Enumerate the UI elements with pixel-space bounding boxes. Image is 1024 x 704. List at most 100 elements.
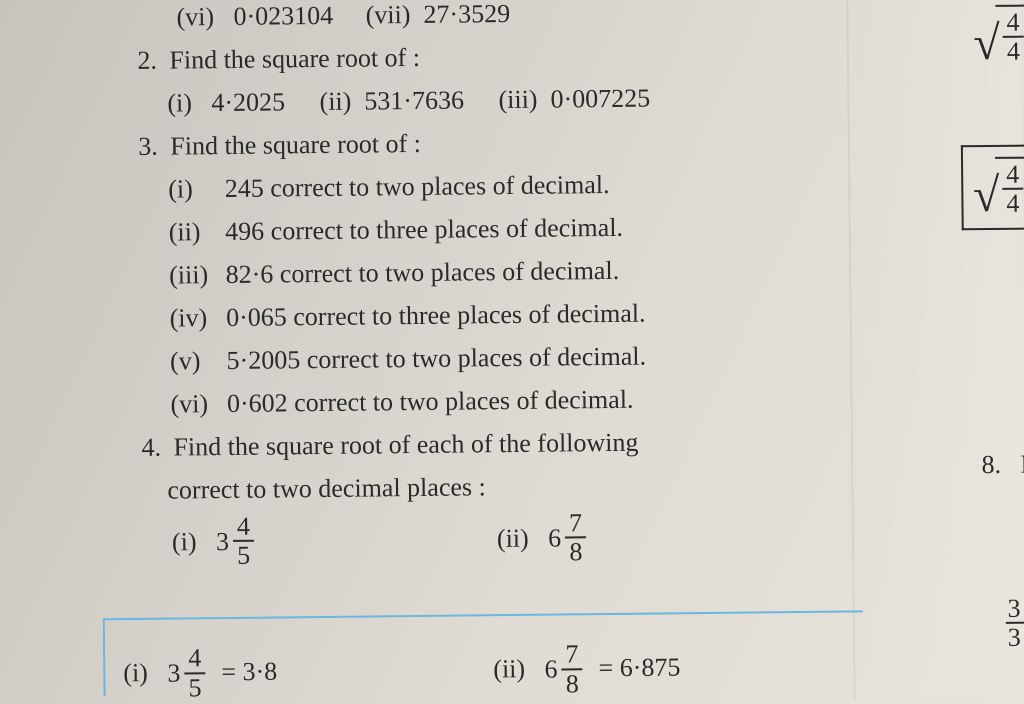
q4-ii-mixed: 6 7 8 <box>548 509 590 566</box>
q3-heading: 3. Find the square root of : <box>118 120 818 166</box>
q3-1-val: 496 correct to three places of decimal. <box>225 213 623 246</box>
box-ii: (ii) 6 7 8 = 6·875 <box>493 638 864 698</box>
q4-ii-den: 8 <box>565 539 586 567</box>
sqrt-2: √ 4 4 <box>973 157 1024 218</box>
q4-i-mixed: 3 4 5 <box>216 513 258 570</box>
q3-1-label: (ii) <box>169 212 219 252</box>
q8-fragment: 8. Fin pla <box>981 444 1024 523</box>
q4-i: (i) 3 4 5 <box>172 510 498 570</box>
box-ii-num: 7 <box>561 641 582 671</box>
q3-item-5: (vi) 0·602 correct to two places of deci… <box>120 378 820 424</box>
sqrt-2-frac: 4 4 <box>1002 161 1024 218</box>
q2-ii-label: (ii) <box>319 87 351 116</box>
q3-5-val: 0·602 correct to two places of decimal. <box>227 385 634 418</box>
sqrt-1-radicand: 4 4 <box>995 5 1024 66</box>
q3-0-val: 245 correct to two places of decimal. <box>225 170 610 203</box>
sqrt-2-radicand: 4 4 <box>995 157 1024 218</box>
sqrt-fragment-1: √ 4 4 <box>973 5 1024 67</box>
right-frac: 3 − 3 + <box>1005 594 1024 651</box>
q8-line1: 8. Fin <box>981 444 1024 484</box>
q3-item-4: (v) 5·2005 correct to two places of deci… <box>120 335 820 381</box>
q4-number: 4. <box>121 428 161 467</box>
sqrt-1-num: 4 <box>1002 9 1023 39</box>
q3-2-val: 82·6 correct to two places of decimal. <box>226 256 620 289</box>
box-ii-frac: 7 8 <box>561 641 583 698</box>
q2-heading: 2. Find the square root of : <box>117 34 817 80</box>
q3-2-label: (iii) <box>169 255 219 295</box>
q3-3-label: (iv) <box>169 298 219 338</box>
box-i-den: 5 <box>184 674 205 702</box>
label-vii: (vii) <box>366 0 411 29</box>
q2-i: (i) 4·2025 <box>167 82 285 122</box>
q4-i-frac: 4 5 <box>233 513 255 570</box>
q2-iii-val: 0·007225 <box>550 84 650 114</box>
box-ii-den: 8 <box>562 670 583 698</box>
sqrt-2-num: 4 <box>1002 161 1023 191</box>
q4-i-label: (i) <box>172 527 197 556</box>
right-column: √ 4 4 √ 4 4 <box>900 0 1024 700</box>
label-vi: (vi) <box>176 2 214 31</box>
q2-text: Find the square root of : <box>169 43 420 75</box>
q3-item-0: (i) 245 correct to two places of decimal… <box>118 163 818 209</box>
q2-i-val: 4·2025 <box>211 87 285 117</box>
q3-3-val: 0·065 correct to three places of decimal… <box>226 299 646 332</box>
q8-text: Fin <box>1020 449 1024 478</box>
q8-number: 8. <box>981 450 1001 479</box>
q3-item-3: (iv) 0·065 correct to three places of de… <box>119 292 819 338</box>
q3-4-val: 5·2005 correct to two places of decimal. <box>226 342 646 375</box>
value-vi: 0·023104 <box>233 1 333 31</box>
sqrt-1-frac: 4 4 <box>1002 9 1024 66</box>
q3-item-2: (iii) 82·6 correct to two places of deci… <box>119 249 819 295</box>
q4-ii-whole: 6 <box>548 518 561 557</box>
column-separator <box>846 0 855 700</box>
q8-line2: pla <box>982 483 1024 523</box>
q4-text1: Find the square root of each of the foll… <box>173 428 638 462</box>
value-vii: 27·3529 <box>423 0 510 29</box>
q2-items: (i) 4·2025 (ii) 531·7636 (iii) 0·007225 <box>117 77 817 123</box>
q4-i-whole: 3 <box>216 522 229 561</box>
main-column: (vi) 0·023104 (vii) 27·3529 2. Find the … <box>116 0 822 575</box>
answer-box: (i) 3 4 5 = 3·8 (ii) 6 7 8 = 6·875 <box>123 638 864 702</box>
box-i-label: (i) <box>123 659 148 688</box>
top-vi: (vi) 0·023104 <box>176 1 340 32</box>
right-frac-bot: 3 + <box>1006 624 1024 652</box>
right-frac-top: 3 − <box>1005 594 1024 624</box>
page-surface: (vi) 0·023104 (vii) 27·3529 2. Find the … <box>0 0 1024 704</box>
box-i: (i) 3 4 5 = 3·8 <box>123 642 494 702</box>
box-i-frac: 4 5 <box>184 645 206 702</box>
box-ii-whole: 6 <box>544 654 557 684</box>
q3-5-label: (vi) <box>170 384 220 424</box>
q4-ii-label: (ii) <box>497 524 529 553</box>
q2-number: 2. <box>117 41 157 80</box>
q4-ii: (ii) 6 7 8 <box>497 507 823 567</box>
box-ii-mixed: 6 7 8 <box>544 641 586 698</box>
sqrt-1: √ 4 4 <box>973 5 1024 66</box>
box-i-num: 4 <box>184 645 205 675</box>
q4-text2: correct to two decimal places : <box>167 472 486 504</box>
box-i-whole: 3 <box>167 658 180 688</box>
sqrt-2-den: 4 <box>1002 190 1023 218</box>
q3-text: Find the square root of : <box>170 129 421 161</box>
q4-heading-2: correct to two decimal places : <box>121 464 821 510</box>
q4-i-num: 4 <box>233 513 254 543</box>
q2-ii: (ii) 531·7636 <box>319 80 464 121</box>
q2-iii: (iii) 0·007225 <box>498 79 650 120</box>
q3-4-label: (v) <box>170 341 220 381</box>
right-fraction-fragment: 3 − 3 + <box>1002 594 1024 651</box>
q4-ii-num: 7 <box>565 509 586 539</box>
top-row: (vi) 0·023104 (vii) 27·3529 <box>116 0 816 37</box>
q2-ii-val: 531·7636 <box>364 85 464 115</box>
box-ii-label: (ii) <box>493 655 525 684</box>
sqrt-fragment-2: √ 4 4 <box>961 145 1024 231</box>
q2-iii-label: (iii) <box>498 85 537 114</box>
box-ii-eq: = 6·875 <box>598 653 680 683</box>
box-i-eq: = 3·8 <box>221 657 277 687</box>
q2-i-label: (i) <box>167 88 192 117</box>
q4-heading: 4. Find the square root of each of the f… <box>121 421 821 467</box>
q3-0-label: (i) <box>168 169 218 209</box>
top-vii: (vii) 27·3529 <box>366 0 511 30</box>
q3-number: 3. <box>118 127 158 166</box>
sqrt-1-den: 4 <box>1003 38 1024 66</box>
q4-items: (i) 3 4 5 (ii) 6 7 8 <box>122 507 823 571</box>
q4-ii-frac: 7 8 <box>565 509 587 566</box>
